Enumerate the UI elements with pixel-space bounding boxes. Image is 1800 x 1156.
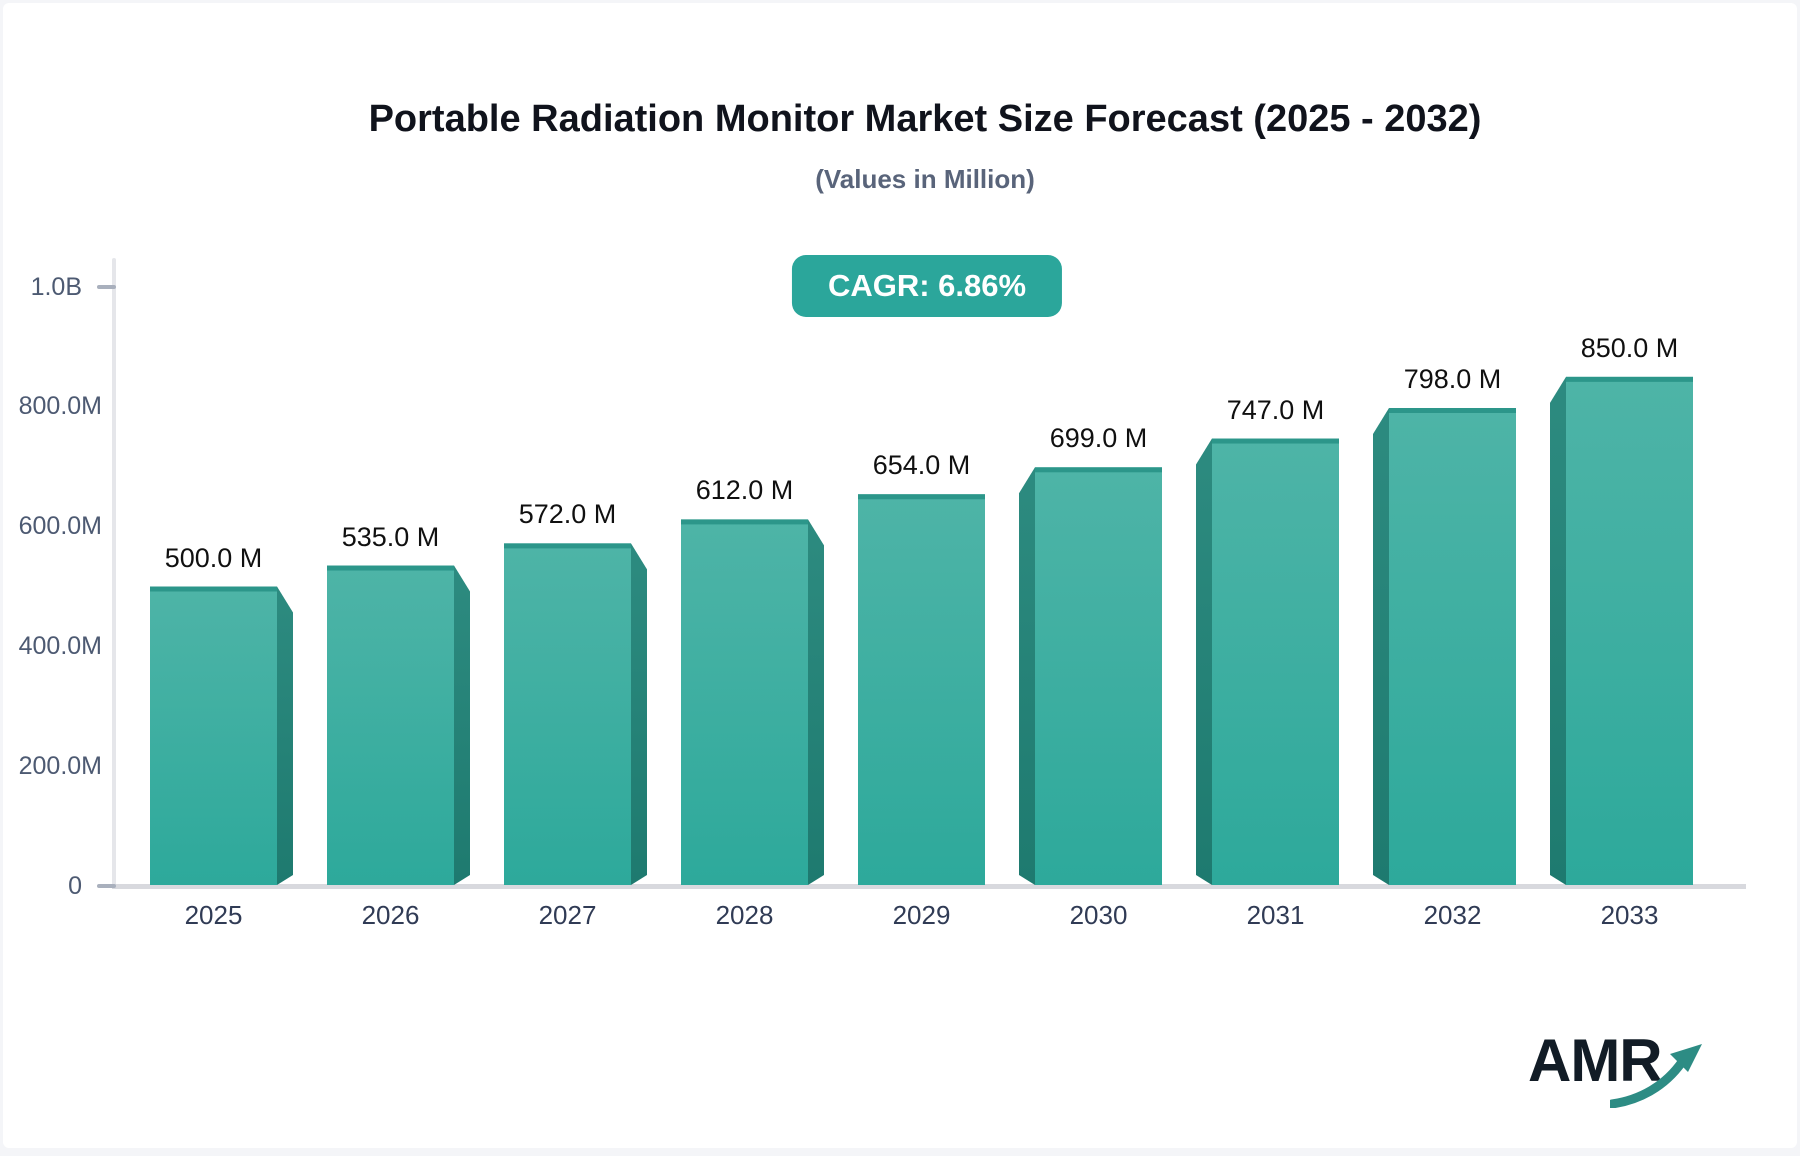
value-label: 500.0 M <box>164 542 263 573</box>
amr-logo: AMR <box>1528 1026 1718 1116</box>
bar-side-face <box>454 565 470 885</box>
bar-top-edge <box>504 543 631 549</box>
bar-side-face <box>1373 407 1389 885</box>
bar-front-face <box>1035 467 1162 885</box>
x-axis-label: 2029 <box>892 900 951 930</box>
amr-logo-arrow-icon <box>1610 1044 1702 1108</box>
bar-front-face <box>681 519 808 885</box>
bar-front-face <box>150 586 277 885</box>
x-axis-label: 2032 <box>1423 900 1482 930</box>
y-axis-label: 800.0M <box>18 392 102 421</box>
bar-side-face <box>631 543 647 885</box>
value-label: 572.0 M <box>518 499 617 530</box>
x-axis-label: 2026 <box>361 900 420 930</box>
value-label: 850.0 M <box>1580 332 1679 363</box>
x-axis-label: 2030 <box>1069 900 1128 930</box>
amr-logo-text: AMR <box>1528 1027 1663 1094</box>
bar-side-face <box>277 586 293 885</box>
x-axis-label: 2028 <box>715 900 774 930</box>
value-label: 747.0 M <box>1226 394 1325 425</box>
bar-top-edge <box>1212 438 1339 444</box>
y-axis-tick-row: 400.0M <box>19 631 102 661</box>
x-axis-label: 2031 <box>1246 900 1305 930</box>
bar-top-edge <box>858 494 985 500</box>
y-tick-dash <box>97 884 116 888</box>
bar-side-face <box>1550 376 1566 885</box>
bar-group[interactable] <box>1196 438 1339 885</box>
bar-group[interactable] <box>327 565 470 885</box>
bar-group[interactable] <box>1550 376 1693 885</box>
bar-top-edge <box>150 586 277 592</box>
x-axis-label: 2027 <box>538 900 597 930</box>
x-axis-label: 2033 <box>1600 900 1659 930</box>
bar-group[interactable] <box>1019 467 1162 885</box>
bar-top-edge <box>327 565 454 571</box>
bar-top-edge <box>681 519 808 525</box>
cagr-badge: CAGR: 6.86% <box>791 255 1063 317</box>
bar-side-face <box>1019 467 1035 885</box>
y-axis-tick-row: 800.0M <box>19 392 102 422</box>
value-label: 699.0 M <box>1049 423 1148 454</box>
y-axis-label: 1.0B <box>30 272 82 301</box>
x-baseline <box>112 884 1746 889</box>
bar-front-face <box>1566 376 1693 885</box>
y-axis-tick-row: 1.0B <box>31 272 116 302</box>
y-axis-tick-row: 200.0M <box>19 751 102 781</box>
bar-front-face <box>504 543 631 885</box>
y-axis-line <box>112 258 116 888</box>
bar-front-face <box>858 494 985 885</box>
bar-group[interactable] <box>1373 407 1516 885</box>
bar-group[interactable] <box>150 586 293 886</box>
chart-title: Portable Radiation Monitor Market Size F… <box>368 98 1482 140</box>
y-axis-tick-row: 0 <box>68 871 116 901</box>
bar-side-face <box>808 519 824 885</box>
x-axis-label: 2025 <box>184 900 243 930</box>
y-axis-label: 600.0M <box>18 512 102 541</box>
y-tick-dash <box>97 285 116 289</box>
bar-front-face <box>327 565 454 885</box>
bar-top-edge <box>1566 376 1693 382</box>
y-axis-tick-row: 600.0M <box>19 512 102 542</box>
bar-top-edge <box>1035 467 1162 473</box>
chart-subtitle: (Values in Million) <box>815 164 1035 194</box>
value-label: 535.0 M <box>341 521 440 552</box>
y-axis-label: 0 <box>68 871 82 900</box>
value-label: 612.0 M <box>695 475 794 506</box>
bar-group[interactable] <box>504 543 647 885</box>
bar-side-face <box>1196 438 1212 885</box>
value-label: 798.0 M <box>1403 363 1502 394</box>
bar-group[interactable] <box>858 494 985 885</box>
bar-front-face <box>1389 407 1516 885</box>
bar-top-edge <box>1389 407 1516 413</box>
value-label: 654.0 M <box>872 450 971 481</box>
bar-group[interactable] <box>681 519 824 885</box>
bar-front-face <box>1212 438 1339 885</box>
y-axis-label: 200.0M <box>18 751 102 780</box>
y-axis-label: 400.0M <box>18 631 102 660</box>
